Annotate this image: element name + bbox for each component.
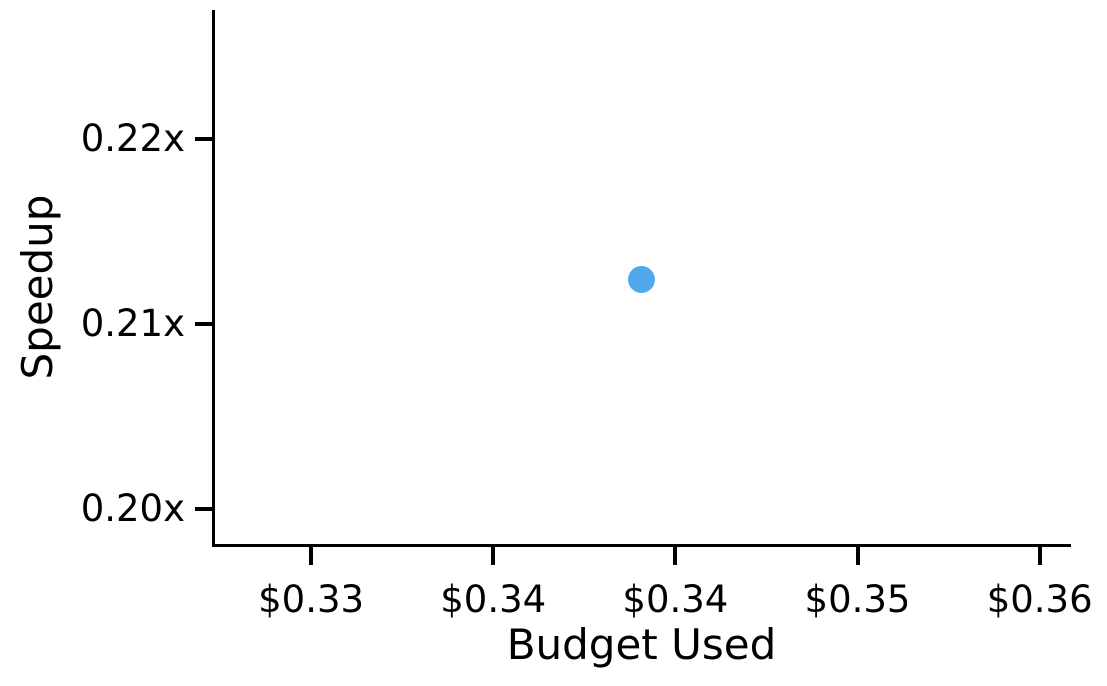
y-tick-mark: [195, 506, 212, 511]
plot-area: 0.20x 0.21x 0.22x $0.33 $0.34 $0.34 $0.35 $0.36: [81, 10, 1093, 621]
x-tick-label: $0.34: [622, 578, 729, 621]
y-axis-label: Speedup: [13, 194, 62, 380]
x-tick-label: $0.34: [440, 578, 547, 621]
x-tick-label: $0.36: [986, 578, 1093, 621]
y-tick-label: 0.21x: [80, 302, 185, 346]
bottom-spine: [212, 544, 1071, 547]
y-tick-label: 0.20x: [80, 486, 185, 530]
x-tick-mark: [491, 547, 496, 565]
y-tick-mark: [195, 137, 212, 142]
x-tick-mark: [1037, 547, 1042, 565]
x-tick-label: $0.35: [804, 578, 911, 621]
x-tick-mark: [673, 547, 678, 565]
x-tick-label: $0.33: [258, 578, 365, 621]
x-axis-label: Budget Used: [506, 620, 777, 669]
data-point: [627, 266, 655, 294]
x-tick-mark: [309, 547, 314, 565]
x-tick-mark: [855, 547, 860, 565]
y-tick-label: 0.22x: [80, 117, 185, 161]
left-spine: [212, 10, 215, 547]
y-tick-mark: [195, 322, 212, 327]
